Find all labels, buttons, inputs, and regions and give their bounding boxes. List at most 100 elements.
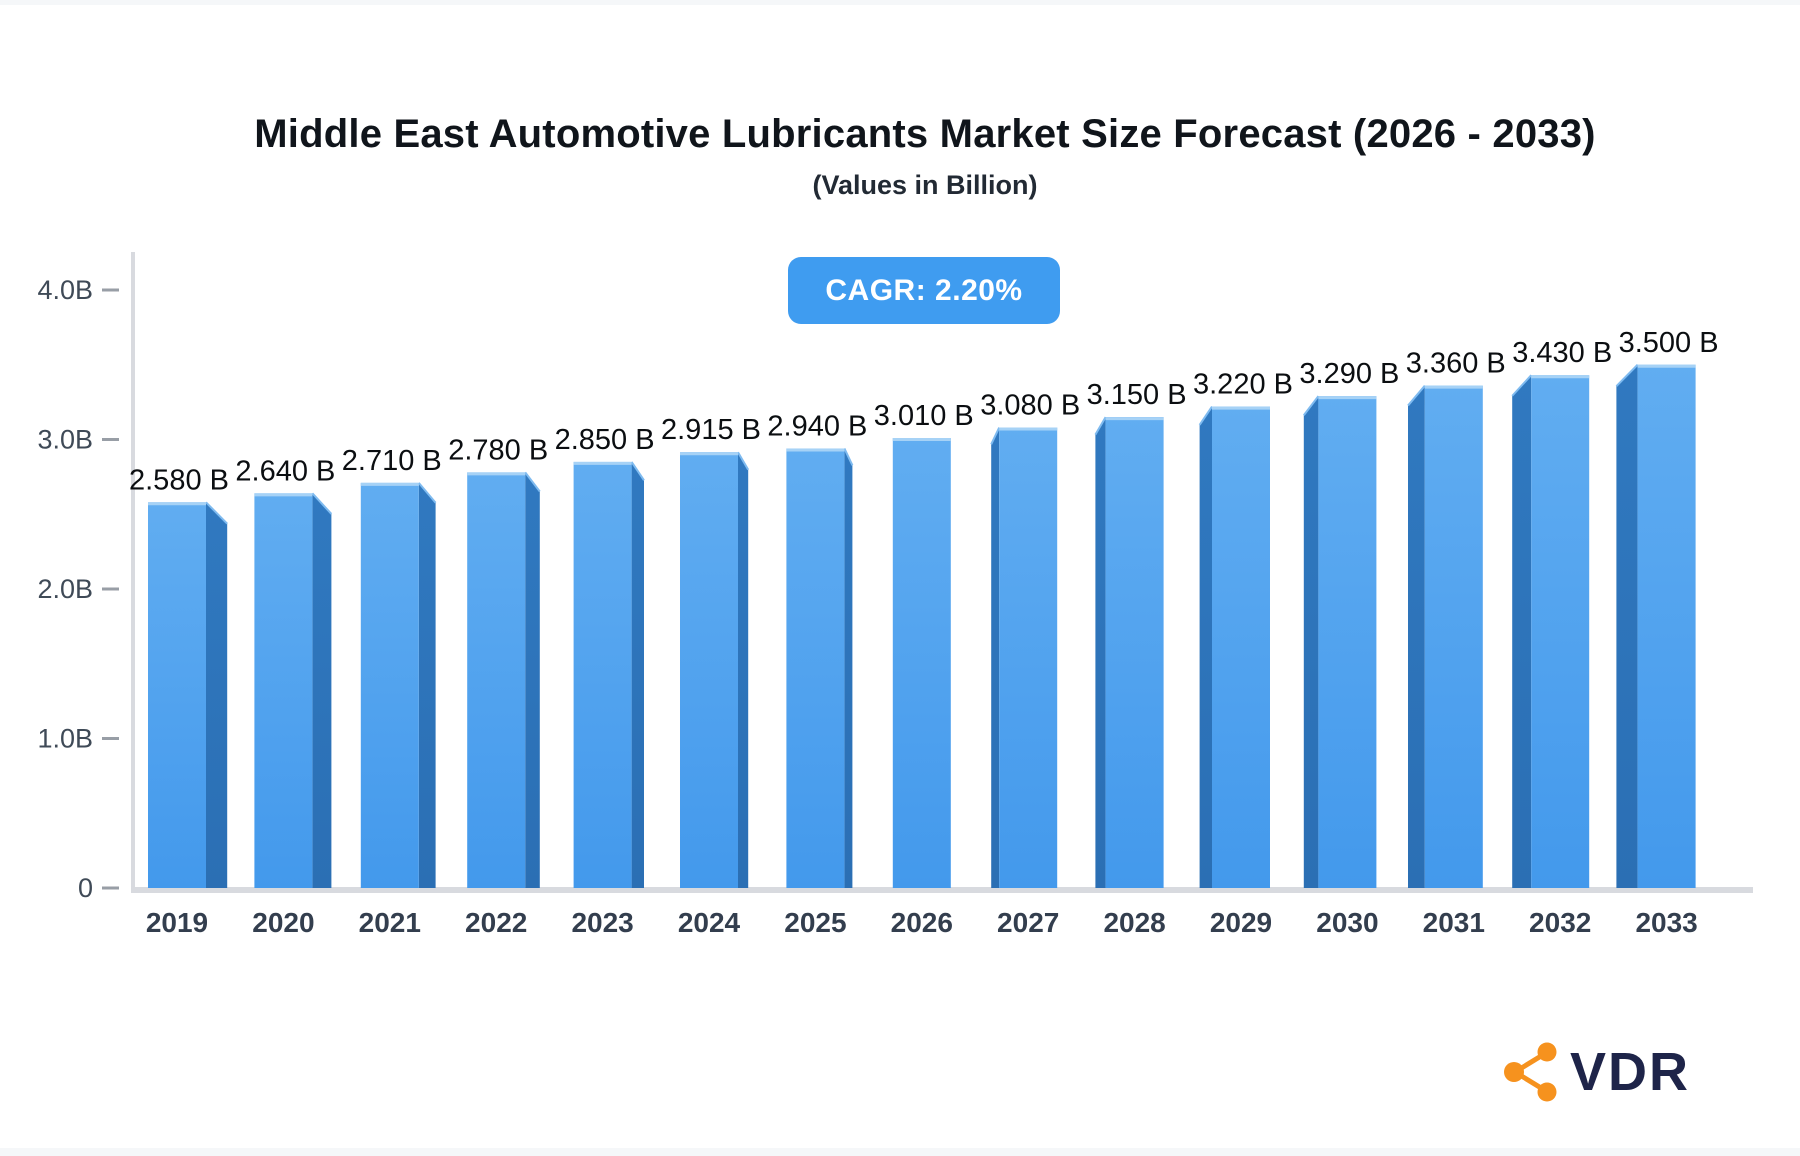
x-axis-label: 2023 — [571, 907, 633, 938]
bar-side-face — [1408, 385, 1425, 888]
bar-front-face — [467, 472, 526, 888]
bar-side-face — [1616, 364, 1638, 888]
bar-slope-edge — [1198, 406, 1213, 426]
bar-value-label: 3.080 B — [980, 390, 1080, 422]
bar-2031: 3.360 B 2031 — [1406, 348, 1506, 938]
bar-2033: 3.500 B 2033 — [1615, 327, 1719, 938]
top-edge-strip — [0, 0, 1800, 5]
bar-side-face — [1095, 417, 1106, 888]
bar-side-face — [738, 452, 749, 888]
brand-logo-text: VDR — [1570, 1042, 1691, 1102]
x-axis-label: 2024 — [678, 907, 741, 938]
x-axis-label: 2032 — [1529, 907, 1591, 938]
bar-value-label: 3.430 B — [1512, 337, 1612, 369]
bar-side-face — [1303, 396, 1319, 888]
bar-front-face — [1105, 417, 1164, 888]
bar-front-face — [1637, 364, 1696, 888]
bar-slope-edge — [630, 461, 645, 481]
bar-slope-edge — [843, 448, 854, 466]
bar-front-face — [786, 448, 845, 888]
bar-2026: 3.010 B 2026 — [874, 400, 974, 938]
bar-front-face — [360, 482, 419, 888]
x-axis-label: 2025 — [784, 907, 846, 938]
bar-value-label: 3.500 B — [1619, 327, 1719, 359]
x-axis-label: 2029 — [1210, 907, 1272, 938]
bar-front-face — [1531, 375, 1590, 889]
x-axis-label: 2027 — [997, 907, 1059, 938]
bar-value-label: 2.640 B — [235, 455, 335, 487]
x-axis-label: 2022 — [465, 907, 527, 938]
bar-2024: 2.915 B 2024 — [661, 414, 761, 938]
bar-side-face — [631, 461, 644, 888]
bar-2019: 2.580 B 2019 — [129, 464, 229, 938]
bar-value-label: 2.850 B — [555, 424, 655, 456]
bar-2025: 2.940 B 2025 — [767, 410, 867, 938]
x-axis-label: 2019 — [146, 907, 208, 938]
bar-2030: 3.290 B 2030 — [1299, 358, 1399, 938]
bar-front-face — [892, 438, 951, 888]
y-tick-label: 2.0B — [37, 574, 93, 604]
bar-2021: 2.710 B 2021 — [342, 445, 442, 938]
bar-side-face — [1199, 406, 1212, 888]
bar-side-face — [312, 493, 332, 888]
x-axis-label: 2031 — [1423, 907, 1485, 938]
share-icon — [1504, 1042, 1557, 1102]
x-axis-label: 2020 — [252, 907, 314, 938]
bar-slope-edge — [990, 427, 1001, 445]
y-tick-label: 0 — [78, 873, 93, 903]
bar-value-label: 2.780 B — [448, 434, 548, 466]
bar-value-label: 3.220 B — [1193, 369, 1293, 401]
bar-front-face — [148, 502, 206, 888]
bar-slope-edge — [205, 501, 228, 525]
x-axis-label: 2030 — [1316, 907, 1378, 938]
bar-slope-edge — [418, 482, 437, 504]
bar-value-label: 2.940 B — [767, 410, 867, 442]
bottom-edge-strip — [0, 1148, 1800, 1156]
brand-logo: VDR — [1502, 1038, 1690, 1106]
bar-front-face — [999, 427, 1058, 888]
bar-side-face — [844, 448, 853, 888]
x-axis-label: 2033 — [1635, 907, 1697, 938]
bar-value-label: 3.150 B — [1087, 379, 1187, 411]
bar-value-label: 2.580 B — [129, 464, 229, 496]
bar-side-face — [525, 472, 540, 888]
bar-slope-edge — [1615, 364, 1639, 387]
x-axis-label: 2026 — [891, 907, 953, 938]
bar-slope-edge — [311, 492, 333, 515]
bar-slope-edge — [1094, 416, 1107, 436]
bar-slope-edge — [1303, 395, 1320, 416]
bar-2020: 2.640 B 2020 — [235, 455, 335, 938]
y-tick-label: 4.0B — [37, 275, 93, 305]
bar-front-face — [1424, 385, 1483, 888]
y-tick-label: 3.0B — [37, 425, 93, 455]
bar-2022: 2.780 B 2022 — [448, 434, 548, 938]
bar-front-face — [1318, 396, 1377, 888]
chart-title: Middle East Automotive Lubricants Market… — [254, 112, 1596, 156]
bar-front-face — [573, 461, 632, 888]
bar-value-label: 2.710 B — [342, 445, 442, 477]
y-tick-label: 1.0B — [37, 724, 93, 754]
cagr-badge-label: CAGR: 2.20% — [825, 273, 1023, 307]
bar-value-label: 2.915 B — [661, 414, 761, 446]
cagr-badge: CAGR: 2.20% — [788, 257, 1060, 324]
bar-front-face — [254, 493, 313, 888]
bar-side-face — [991, 427, 1000, 888]
bar-2027: 3.080 B 2027 — [980, 390, 1080, 938]
bar-front-face — [1212, 406, 1270, 888]
chart-subtitle: (Values in Billion) — [812, 170, 1038, 200]
bar-side-face — [206, 502, 228, 888]
bar-2032: 3.430 B 2032 — [1511, 337, 1612, 938]
bar-2029: 3.220 B 2029 — [1193, 369, 1293, 938]
x-axis-label: 2021 — [359, 907, 421, 938]
x-axis-label: 2028 — [1103, 907, 1165, 938]
bar-slope-edge — [1511, 374, 1532, 397]
bar-front-face — [680, 452, 738, 888]
bar-value-label: 3.290 B — [1299, 358, 1399, 390]
bar-value-label: 3.010 B — [874, 400, 974, 432]
bar-side-face — [418, 482, 436, 888]
bar-value-label: 3.360 B — [1406, 348, 1506, 380]
bar-2028: 3.150 B 2028 — [1087, 379, 1187, 938]
bar-slope-edge — [524, 471, 541, 493]
